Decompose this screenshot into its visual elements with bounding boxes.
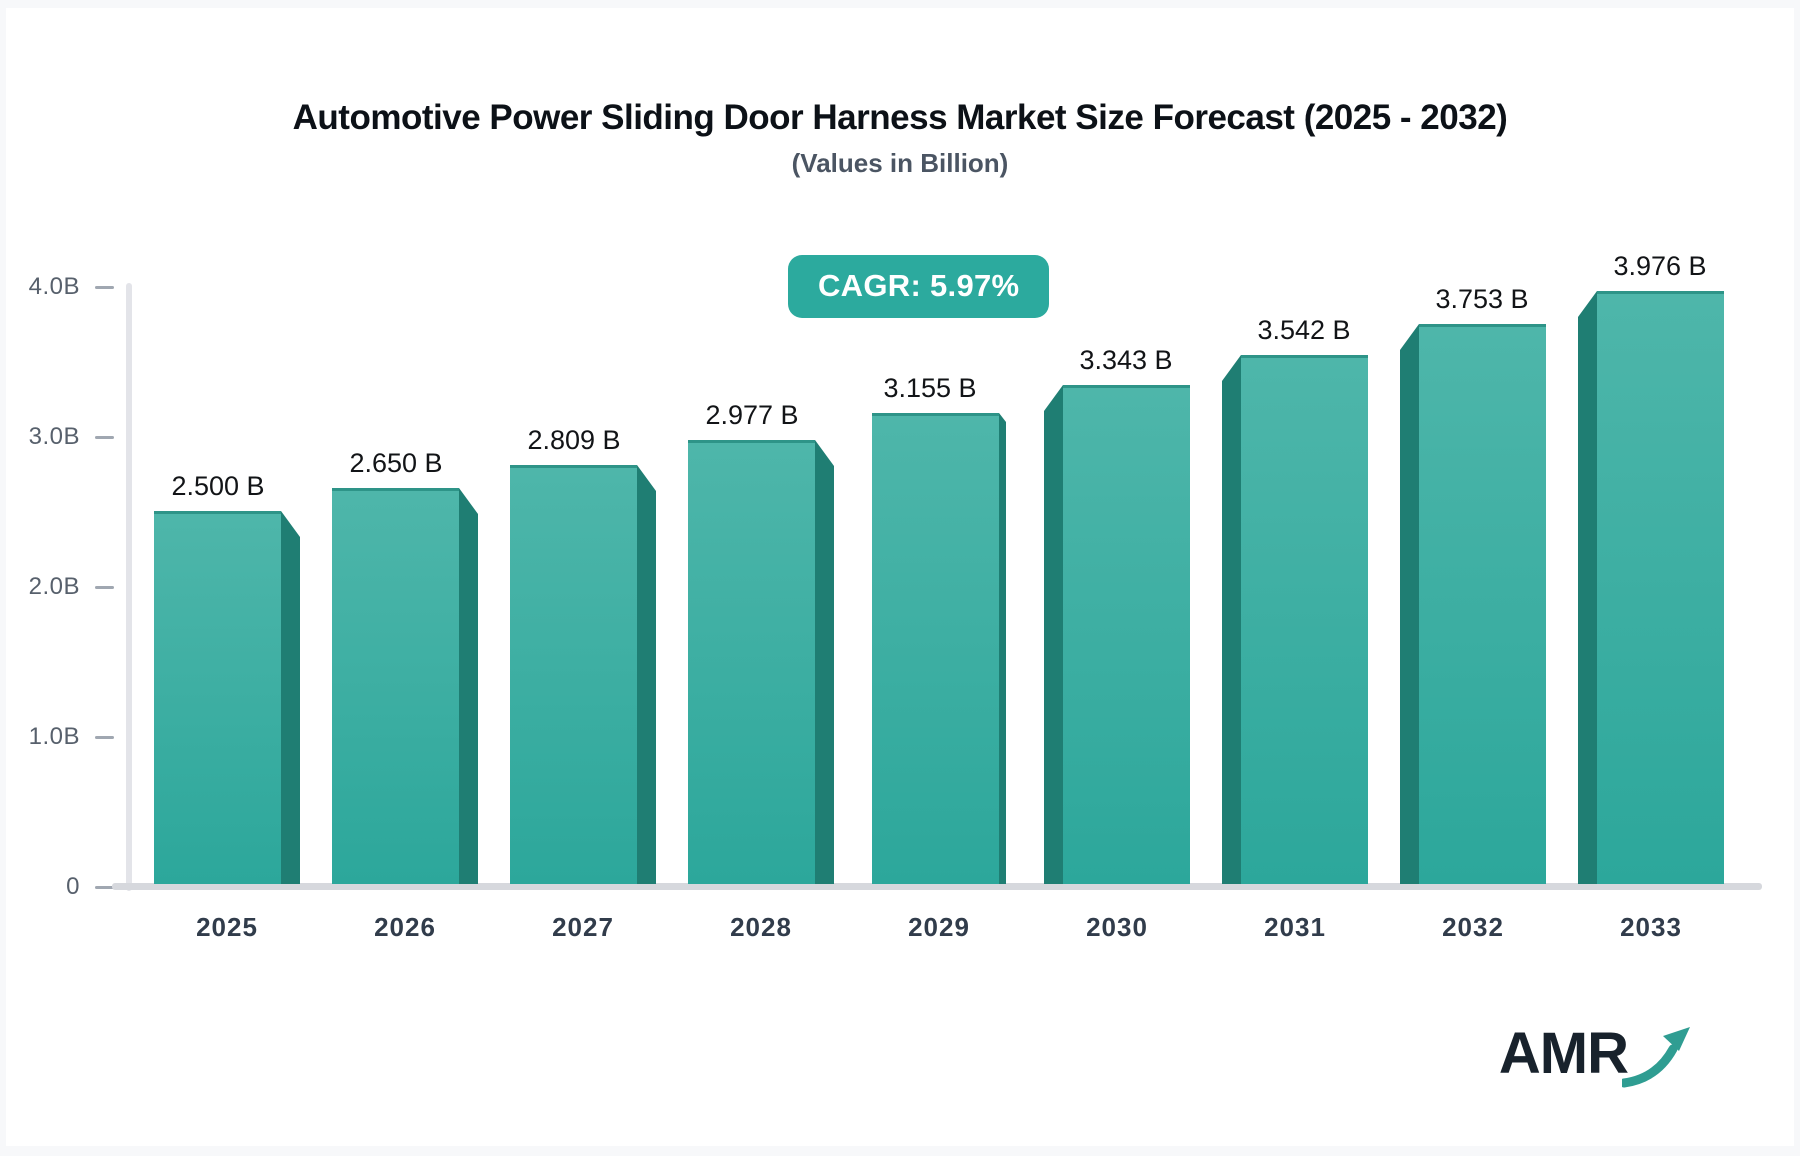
y-tick: 2.0B [18,572,114,602]
bar-face [1063,385,1190,884]
bar-face [1419,324,1546,884]
bar-slot: 2.500 B [138,287,316,884]
cagr-badge: CAGR: 5.97% [788,255,1050,318]
bar-side-shade [281,511,300,884]
y-tick-dash [95,885,114,889]
y-tick: 4.0B [18,272,114,302]
x-axis-label: 2030 [1086,912,1148,942]
bar [1400,324,1546,884]
bar [510,465,656,884]
bar-side-shade [999,413,1006,884]
bar-value-label: 2.500 B [171,471,265,501]
bar-value-label: 3.343 B [1079,345,1173,375]
amr-logo: AMR [1499,1025,1702,1089]
x-axis-label: 2025 [196,912,258,942]
chart-title: Automotive Power Sliding Door Harness Ma… [292,98,1508,137]
bar-side-shade [637,465,656,884]
bar-slot: 2.650 B [316,287,494,884]
bar-slot: 3.155 B [850,287,1028,884]
x-axis-label: 2032 [1442,912,1504,942]
chart-subtitle: (Values in Billion) [791,148,1009,178]
bar-value-label: 2.650 B [349,448,443,478]
bar [1044,385,1190,884]
x-axis-label: 2029 [908,912,970,942]
bar-slot: 3.753 B [1384,284,1562,884]
x-axis-label: 2033 [1620,912,1682,942]
bar [1578,291,1724,884]
bars-area: 2.500 B 2.650 B 2.809 B 2.977 B 3.155 B … [138,251,1740,884]
y-tick-label: 0 [66,873,80,900]
x-axis-label: 2027 [552,912,614,942]
bar [688,440,834,884]
y-tick-label: 2.0B [28,573,80,600]
growth-arrow-icon [1622,1027,1690,1088]
bar-side-shade [1044,385,1063,884]
bar-slot: 3.343 B [1028,287,1206,884]
y-tick-dash [95,435,114,439]
y-tick: 3.0B [18,422,114,452]
y-tick-label: 4.0B [28,273,80,300]
bar [872,413,1006,884]
bar [154,511,300,884]
bar-side-shade [815,440,834,884]
y-tick-dash [95,585,114,589]
bar-value-label: 3.155 B [883,373,977,403]
bar-side-shade [1222,355,1241,884]
bar-value-label: 3.753 B [1435,284,1529,314]
y-axis-line [126,283,132,891]
bar-face [688,440,815,884]
y-tick-dash [95,285,114,289]
bar-face [510,465,637,884]
y-tick: 0 [18,872,114,902]
x-axis-label: 2031 [1264,912,1326,942]
bar-slot: 2.977 B [672,287,850,884]
bar-side-shade [1400,324,1419,884]
bar-slot: 3.542 B [1206,287,1384,884]
bar-slot: 2.809 B [494,287,672,884]
bar-value-label: 3.976 B [1613,251,1707,281]
bar-slot: 3.976 B [1562,251,1740,884]
x-axis-line [112,883,1762,890]
bar-value-label: 3.542 B [1257,315,1351,345]
bar-side-shade [459,488,478,884]
bar-face [332,488,459,884]
bar-side-shade [1578,291,1597,884]
bar-face [1241,355,1368,884]
x-axis-labels: 2025 2026 2027 2028 2029 2030 2031 2032 2033 [138,912,1740,943]
y-tick-label: 3.0B [28,423,80,450]
y-tick-dash [95,735,114,739]
bar-face [872,413,999,884]
amr-logo-text: AMR [1498,1021,1629,1086]
x-axis-label: 2026 [374,912,436,942]
y-tick-label: 1.0B [28,723,80,750]
bar-value-label: 2.977 B [705,400,799,430]
bar [332,488,478,884]
y-tick: 1.0B [18,722,114,752]
bar-value-label: 2.809 B [527,425,621,455]
bar [1222,355,1368,884]
bar-face [1597,291,1724,884]
bar-face [154,511,281,884]
x-axis-label: 2028 [730,912,792,942]
